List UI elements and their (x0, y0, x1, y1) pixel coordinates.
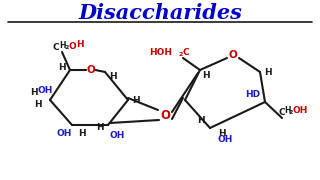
Text: 2: 2 (289, 109, 293, 114)
Text: OH: OH (293, 105, 308, 114)
Text: H: H (58, 62, 66, 71)
Text: H: H (96, 123, 104, 132)
Text: O: O (68, 42, 76, 51)
Text: HOH: HOH (149, 48, 172, 57)
Text: OH: OH (218, 136, 233, 145)
Text: OH: OH (56, 129, 72, 138)
Text: OH: OH (110, 130, 125, 140)
Text: H: H (76, 39, 84, 48)
Text: C: C (279, 107, 286, 116)
Text: H: H (132, 96, 140, 105)
Text: 2: 2 (179, 51, 183, 57)
Text: H: H (264, 68, 272, 76)
Text: H: H (78, 129, 86, 138)
Text: O: O (160, 109, 170, 122)
Text: HD: HD (245, 89, 260, 98)
Text: 2: 2 (65, 44, 69, 50)
Text: C: C (53, 42, 59, 51)
Text: O: O (228, 50, 237, 60)
Text: H: H (59, 40, 65, 50)
Text: H: H (202, 71, 210, 80)
Text: H: H (34, 100, 42, 109)
Text: H: H (284, 105, 291, 114)
Text: C: C (183, 48, 190, 57)
Text: Disaccharides: Disaccharides (78, 3, 242, 23)
Text: H: H (218, 129, 226, 138)
Text: O: O (86, 65, 95, 75)
Text: H: H (109, 71, 116, 80)
Text: H: H (30, 87, 38, 96)
Text: OH: OH (37, 86, 53, 94)
Text: H: H (197, 116, 205, 125)
